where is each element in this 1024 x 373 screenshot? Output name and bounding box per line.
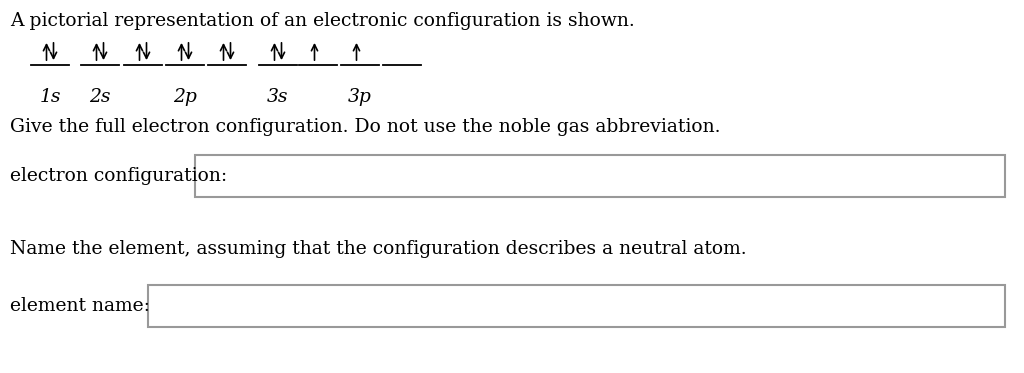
Text: element name:: element name: <box>10 297 150 315</box>
Text: Name the element, assuming that the configuration describes a neutral atom.: Name the element, assuming that the conf… <box>10 240 746 258</box>
Text: Give the full electron configuration. Do not use the noble gas abbreviation.: Give the full electron configuration. Do… <box>10 118 721 136</box>
Text: 2s: 2s <box>89 88 111 106</box>
Text: 3s: 3s <box>267 88 289 106</box>
Text: electron configuration:: electron configuration: <box>10 167 227 185</box>
Text: 3p: 3p <box>348 88 372 106</box>
Bar <box>148 285 1005 327</box>
Text: 2p: 2p <box>173 88 197 106</box>
Text: A pictorial representation of an electronic configuration is shown.: A pictorial representation of an electro… <box>10 12 635 30</box>
Text: 1s: 1s <box>39 88 60 106</box>
Bar <box>195 155 1005 197</box>
